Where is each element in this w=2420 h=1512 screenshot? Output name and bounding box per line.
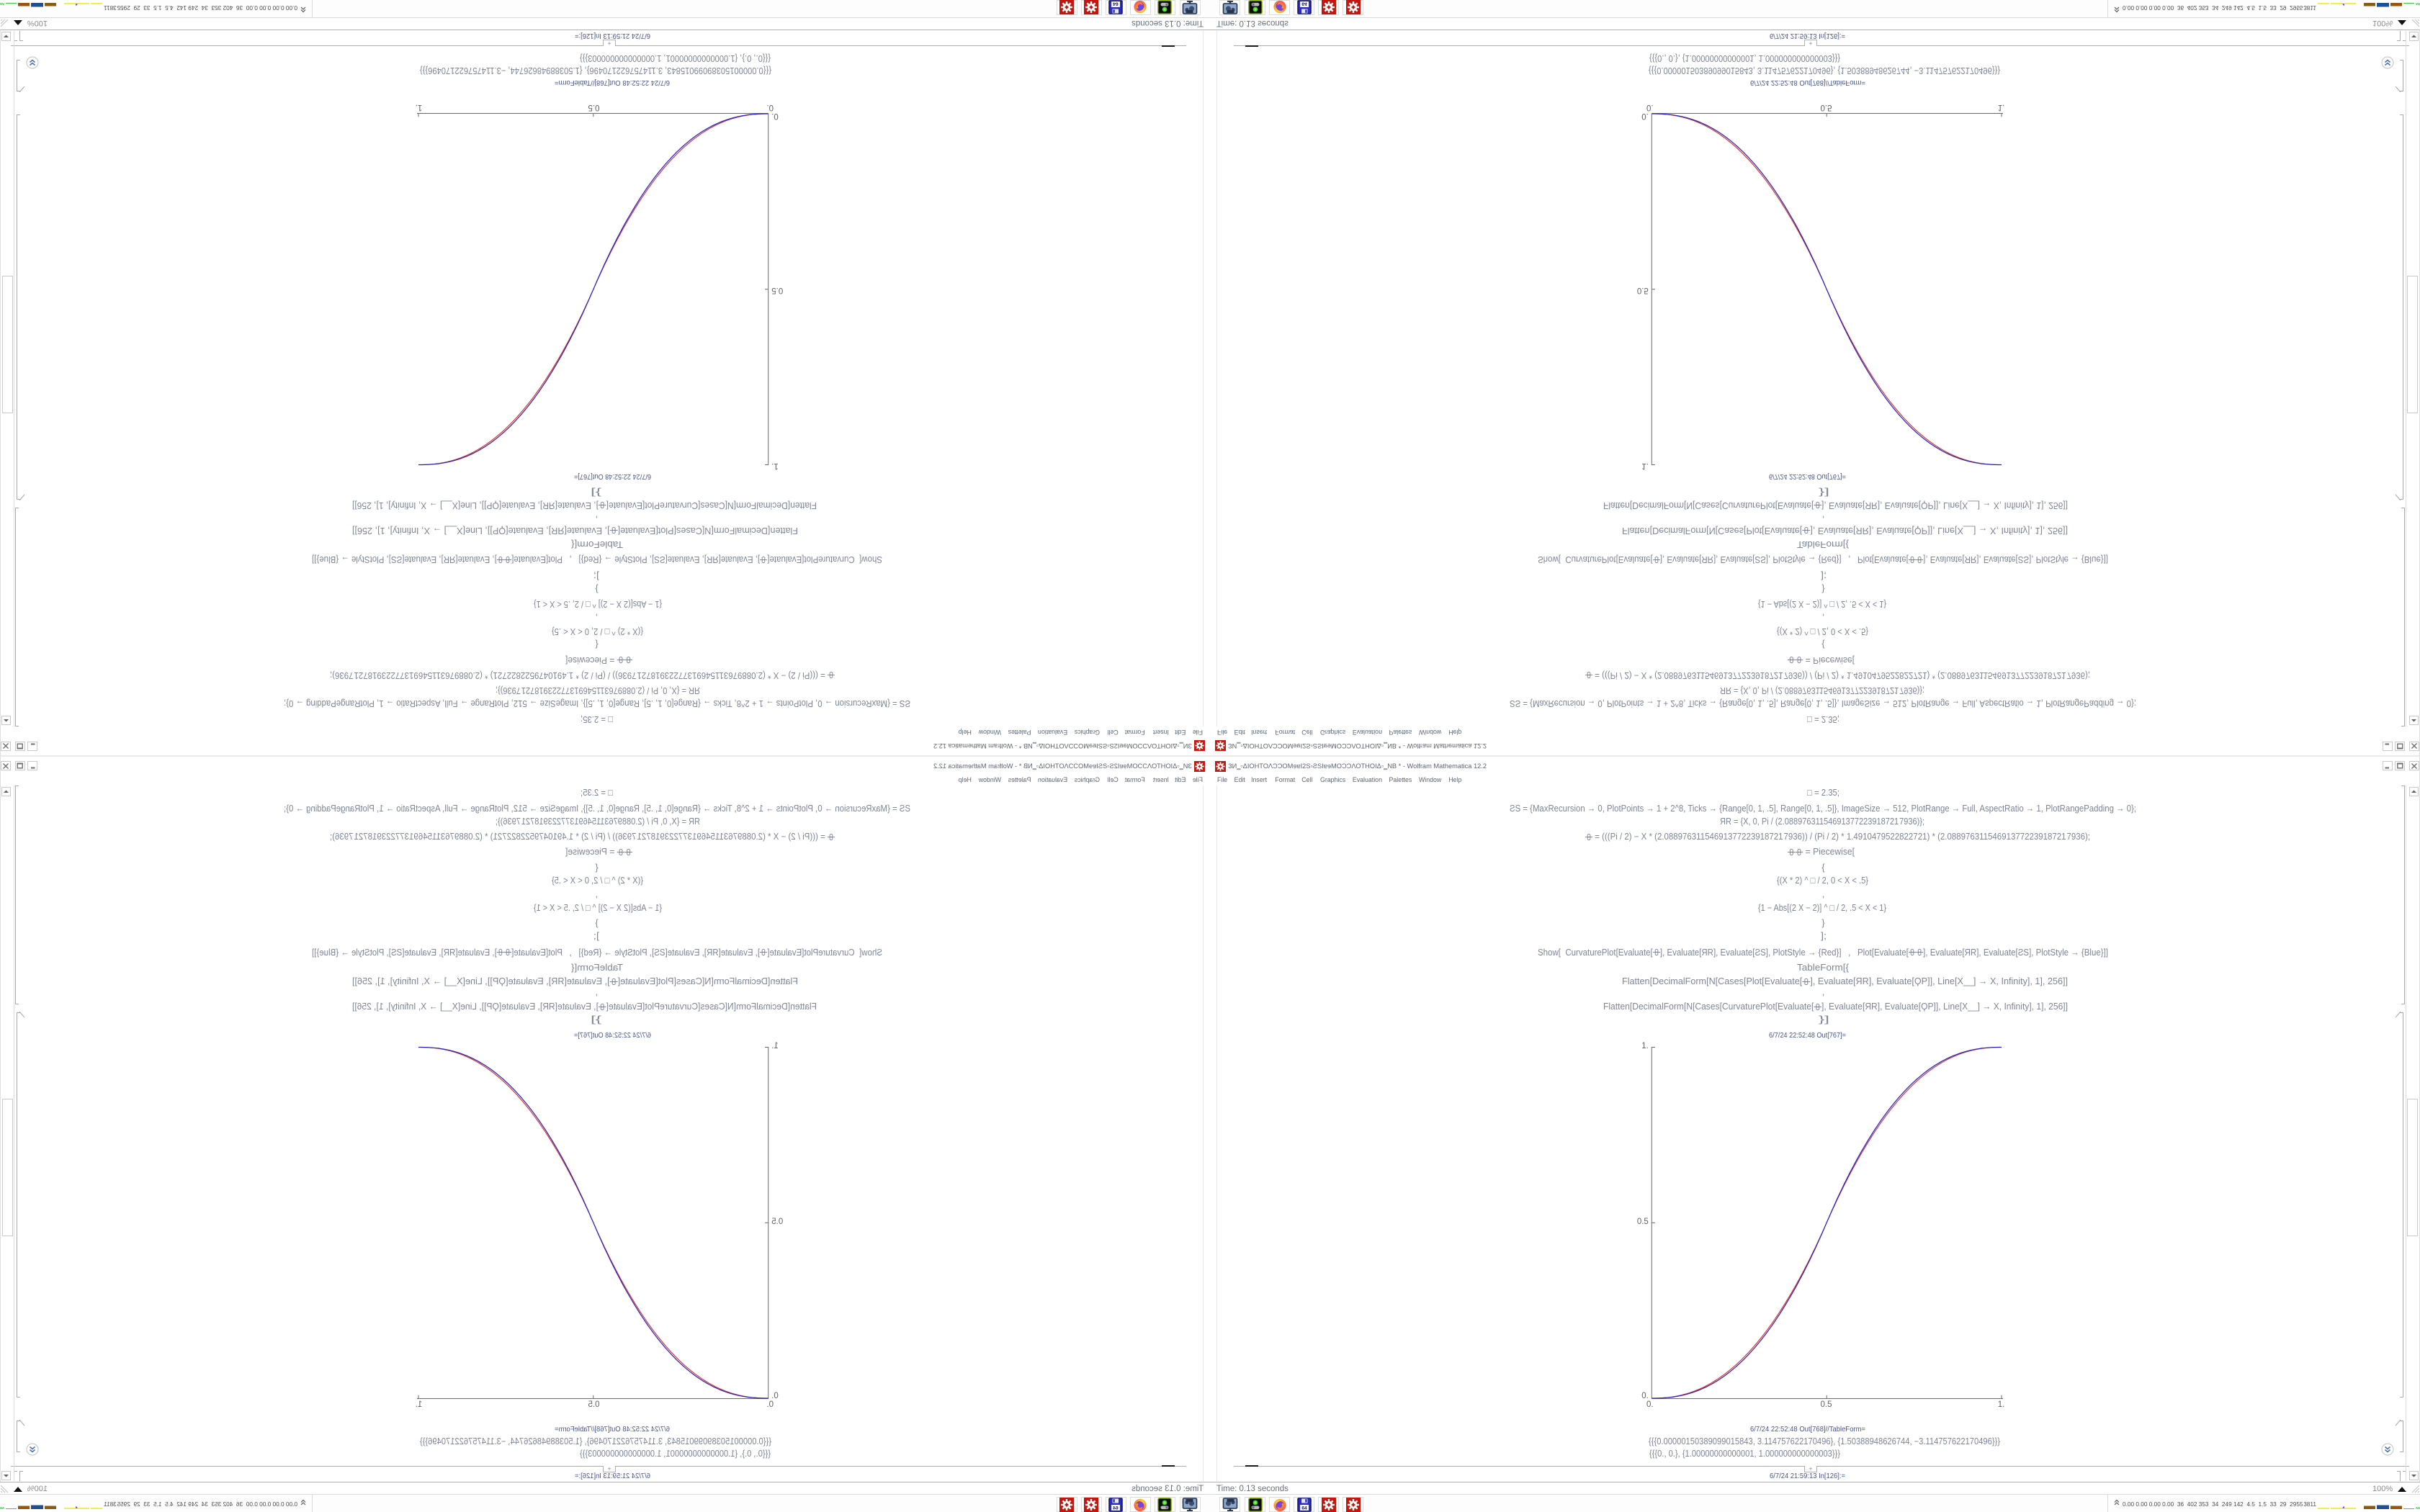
svg-text:64: 64 bbox=[1301, 1506, 1307, 1511]
svg-text:64: 64 bbox=[1113, 1506, 1119, 1511]
svg-text:64: 64 bbox=[1301, 1, 1307, 6]
svg-text:64: 64 bbox=[1113, 1, 1119, 6]
